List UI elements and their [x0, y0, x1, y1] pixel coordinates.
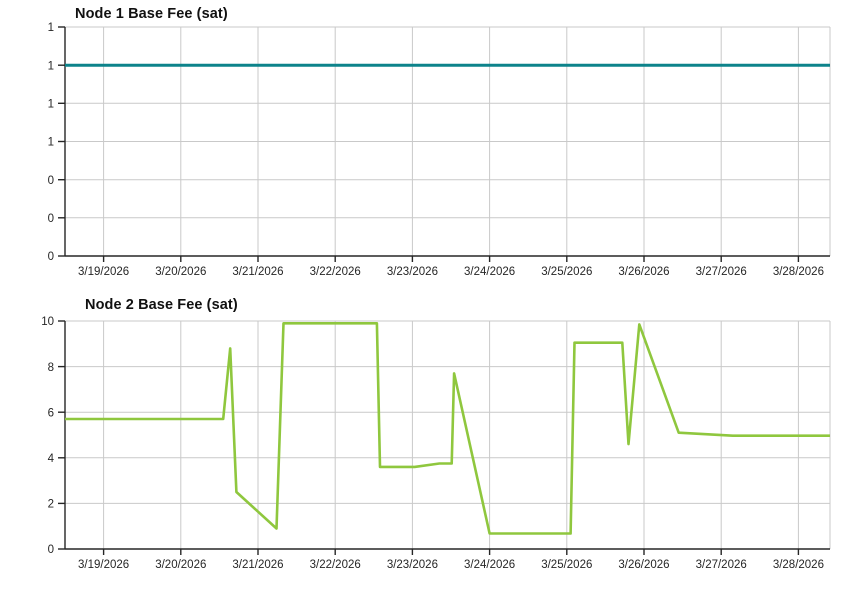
chart2-y-tick-label: 8 [48, 362, 54, 374]
chart2-x-tick-label: 3/20/2026 [155, 559, 206, 571]
chart2-x-tick-label: 3/23/2026 [387, 559, 438, 571]
chart1-y-tick-label: 1 [48, 22, 54, 34]
chart1-x-tick-label: 3/25/2026 [541, 266, 592, 278]
chart2-x-tick-label: 3/24/2026 [464, 559, 515, 571]
chart2-x-tick-label: 3/19/2026 [78, 559, 129, 571]
chart2-x-tick-label: 3/26/2026 [618, 559, 669, 571]
chart2-y-tick-label: 6 [48, 407, 54, 419]
chart2-y-tick-label: 0 [48, 544, 54, 556]
chart1-x-tick-label: 3/20/2026 [155, 266, 206, 278]
chart1-x-tick-label: 3/21/2026 [232, 266, 283, 278]
chart1-y-tick-label: 0 [48, 175, 54, 187]
chart2-series-line [65, 321, 830, 535]
chart1-x-tick-label: 3/19/2026 [78, 266, 129, 278]
chart1-y-tick-label: 1 [48, 137, 54, 149]
chart1-x-tick-label: 3/24/2026 [464, 266, 515, 278]
chart2-x-tick-label: 3/27/2026 [696, 559, 747, 571]
chart2-x-tick-label: 3/22/2026 [310, 559, 361, 571]
chart2-x-tick-label: 3/25/2026 [541, 559, 592, 571]
chart1-x-tick-label: 3/22/2026 [310, 266, 361, 278]
node2-chart-title: Node 2 Base Fee (sat) [85, 297, 238, 313]
chart2-x-tick-label: 3/21/2026 [232, 559, 283, 571]
chart1-y-tick-label: 0 [48, 251, 54, 263]
chart2-y-tick-label: 10 [41, 316, 54, 328]
chart1-x-tick-label: 3/27/2026 [696, 266, 747, 278]
chart1-x-tick-label: 3/23/2026 [387, 266, 438, 278]
chart1-y-tick-label: 0 [48, 213, 54, 225]
chart2-y-tick-label: 2 [48, 499, 54, 511]
chart2-y-tick-label: 4 [48, 453, 55, 465]
chart1-x-tick-label: 3/26/2026 [618, 266, 669, 278]
chart2-x-tick-label: 3/28/2026 [773, 559, 824, 571]
chart1-x-tick-label: 3/28/2026 [773, 266, 824, 278]
chart1-y-tick-label: 1 [48, 99, 54, 111]
chart1-y-tick-label: 1 [48, 60, 54, 72]
node1-chart-title: Node 1 Base Fee (sat) [75, 6, 228, 22]
